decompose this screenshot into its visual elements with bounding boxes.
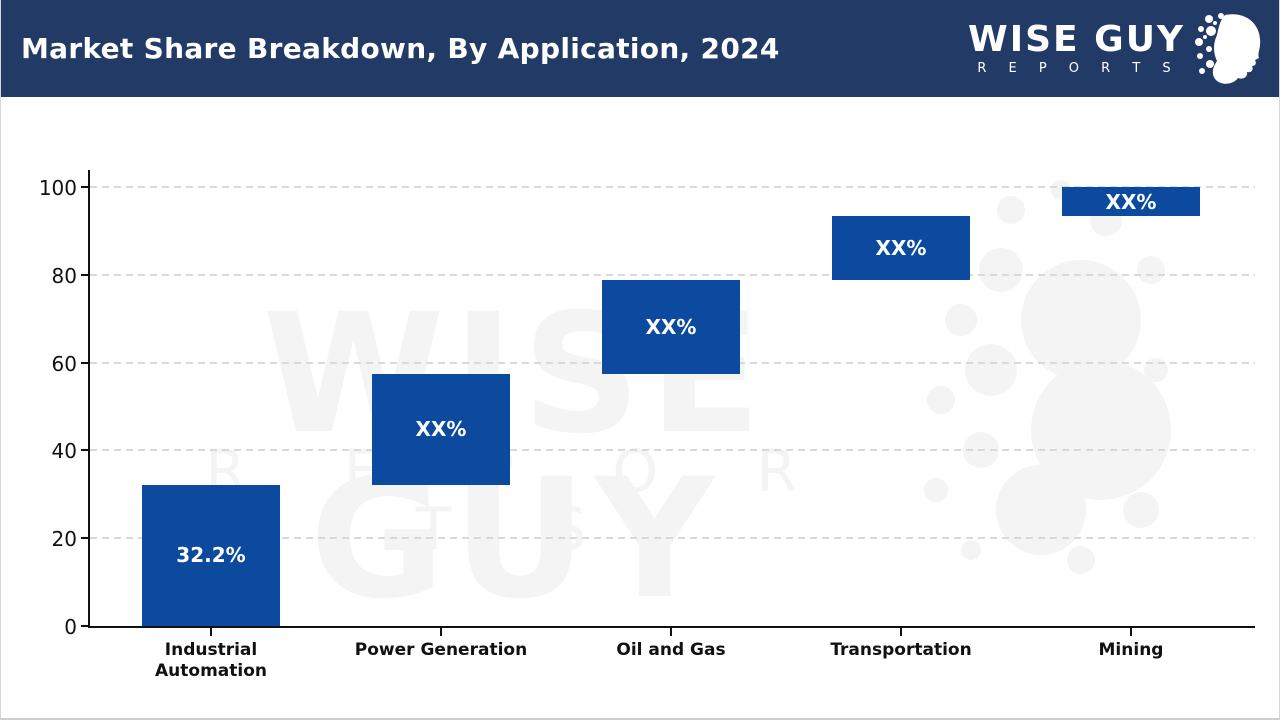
y-tick-label: 60 — [51, 351, 77, 376]
x-tick-mark — [670, 628, 672, 636]
y-tick-mark — [81, 449, 89, 452]
bar-mining: XX% — [1062, 187, 1200, 217]
y-tick-label: 100 — [38, 176, 77, 200]
x-tick-mark — [440, 628, 442, 636]
bar-industrial-automation: 32.2% — [142, 484, 280, 626]
header-bar: Market Share Breakdown, By Application, … — [1, 0, 1279, 97]
bar-value-label: XX% — [645, 314, 697, 339]
wiseguy-logo-text: WISE GUY R E P O R T S — [967, 18, 1185, 76]
y-tick-mark — [81, 537, 89, 540]
watermark-reports: R E P O R T S — [205, 437, 837, 563]
y-tick-mark — [81, 361, 89, 364]
bar-value-label: 32.2% — [176, 543, 246, 568]
logo-name-label: WISE GUY — [967, 18, 1185, 60]
wiseguy-logo: WISE GUY R E P O R T S — [968, 9, 1279, 89]
x-tick-label: Transportation — [830, 640, 972, 660]
wiseguy-head-icon — [1187, 9, 1265, 89]
bar-transportation: XX% — [832, 216, 970, 280]
bar-oil-and-gas: XX% — [602, 279, 740, 374]
y-tick-mark — [81, 625, 89, 627]
y-tick-label: 40 — [51, 439, 77, 464]
watermark-head-dots — [851, 150, 1181, 594]
x-axis-line — [88, 626, 1255, 628]
bar-value-label: XX% — [1105, 189, 1157, 214]
gridline — [90, 186, 1255, 188]
bar-value-label: XX% — [875, 236, 927, 260]
x-tick-label: Oil and Gas — [616, 640, 726, 660]
gridline — [90, 537, 1255, 540]
y-tick-mark — [81, 273, 89, 276]
y-axis-line — [88, 170, 90, 628]
x-tick-mark — [1130, 628, 1132, 636]
logo-sub-label: R E P O R T S — [977, 60, 1180, 76]
x-tick-label: Mining — [1098, 640, 1164, 660]
bar-value-label: XX% — [415, 417, 467, 442]
x-tick-mark — [210, 628, 212, 636]
y-tick-mark — [81, 186, 89, 188]
x-tick-label: Industrial Automation — [155, 640, 267, 682]
page-title: Market Share Breakdown, By Application, … — [21, 32, 780, 65]
bar-power-generation: XX% — [372, 373, 510, 485]
gridline — [90, 273, 1255, 276]
gridline — [90, 449, 1255, 452]
x-tick-mark — [900, 628, 902, 636]
x-tick-label: Power Generation — [354, 640, 528, 660]
y-tick-label: 20 — [51, 527, 77, 552]
y-tick-label: 0 — [64, 615, 77, 639]
y-tick-label: 80 — [51, 263, 77, 288]
